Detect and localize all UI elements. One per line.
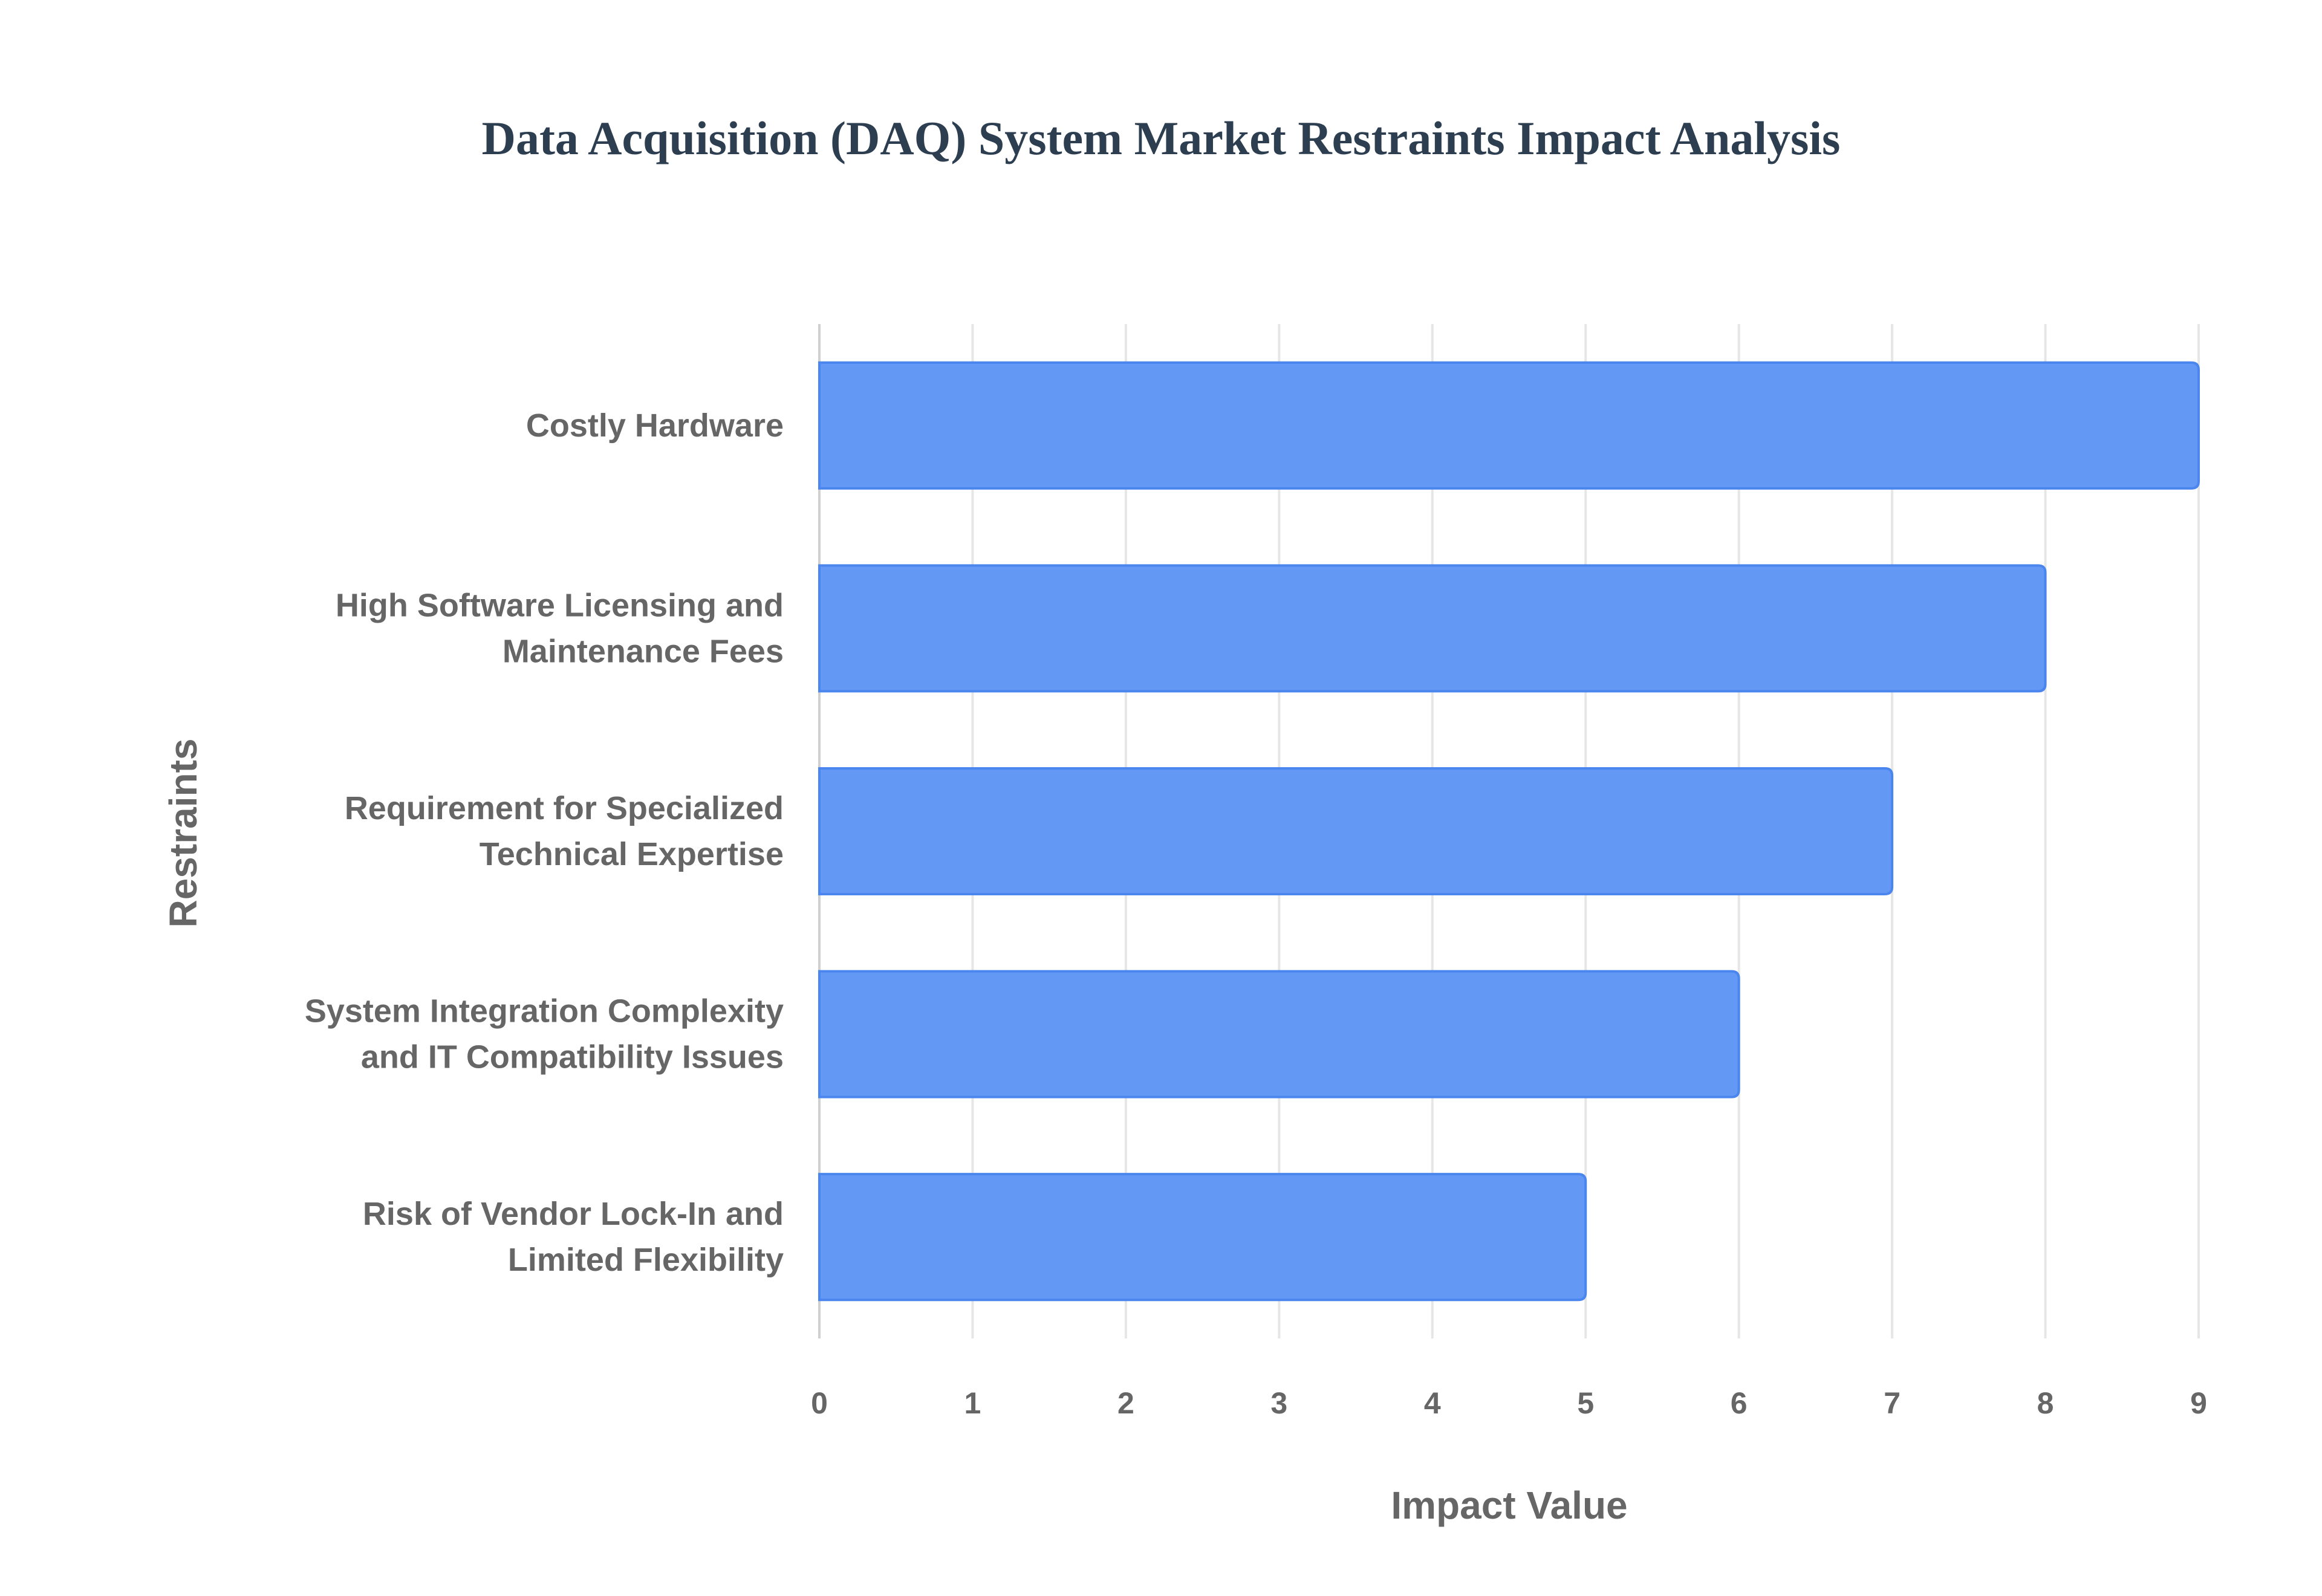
- x-tick-label: 5: [1577, 1386, 1594, 1420]
- chart-title: Data Acquisition (DAQ) System Market Res…: [482, 112, 1841, 164]
- y-axis-label: Restraints: [161, 739, 205, 928]
- x-tick-labels: 0 1 2 3 4 5 6 7 8 9: [811, 1386, 2207, 1420]
- category-labels: Costly Hardware High Software Licensing a…: [305, 407, 784, 1278]
- category-label-line: System Integration Complexity: [305, 993, 784, 1030]
- category-label-line: Requirement for Specialized: [345, 790, 784, 826]
- category-label-line: High Software Licensing and: [336, 587, 784, 623]
- category-label-line: Risk of Vendor Lock-In and: [363, 1196, 784, 1232]
- x-tick-label: 8: [2037, 1386, 2054, 1420]
- category-label-line: Costly Hardware: [526, 407, 784, 444]
- x-tick-label: 6: [1731, 1386, 1748, 1420]
- bar: [818, 361, 2200, 490]
- x-axis-label: Impact Value: [1391, 1484, 1627, 1527]
- x-tick-label: 9: [2190, 1386, 2207, 1420]
- bar: [818, 1173, 1587, 1302]
- bar: [818, 564, 2047, 693]
- category-label: Costly Hardware: [526, 407, 784, 444]
- category-label-line: and IT Compatibility Issues: [361, 1039, 784, 1075]
- category-label: System Integration Complexity and IT Comp…: [305, 993, 784, 1075]
- x-tick-label: 7: [1884, 1386, 1901, 1420]
- category-label-line: Technical Expertise: [480, 836, 784, 872]
- category-label: Risk of Vendor Lock-In and Limited Flexib…: [363, 1196, 784, 1278]
- bar: [818, 767, 1894, 896]
- x-tick-label: 1: [964, 1386, 981, 1420]
- x-tick-label: 4: [1424, 1386, 1441, 1420]
- category-label: Requirement for Specialized Technical Exp…: [345, 790, 784, 872]
- x-tick-label: 3: [1270, 1386, 1287, 1420]
- category-label: High Software Licensing and Maintenance F…: [336, 587, 784, 669]
- bar: [818, 970, 1740, 1098]
- category-label-line: Limited Flexibility: [508, 1242, 784, 1278]
- x-tick-label: 0: [811, 1386, 828, 1420]
- x-tick-label: 2: [1117, 1386, 1134, 1420]
- bars: [818, 361, 2200, 1302]
- category-label-line: Maintenance Fees: [502, 633, 784, 669]
